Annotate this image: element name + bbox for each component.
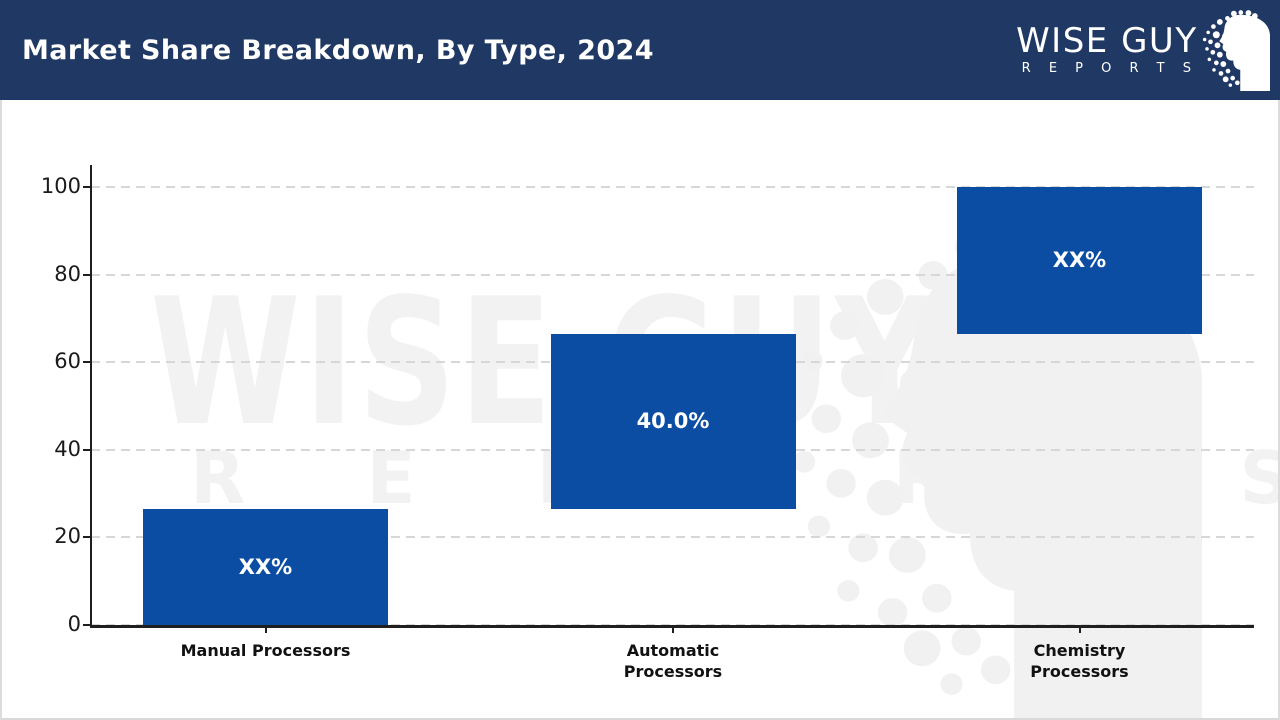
x-axis-tick bbox=[672, 625, 674, 633]
logo-wordmark: WISE GUY bbox=[1016, 20, 1198, 61]
bar-value-label: XX% bbox=[238, 554, 293, 579]
category-label-line: Automatic bbox=[626, 641, 720, 660]
y-axis-tick-label: 40 bbox=[54, 436, 81, 461]
category-label-3: Chemistry Processors bbox=[960, 640, 1200, 682]
category-label-line: Processors bbox=[623, 662, 723, 681]
y-axis-tick bbox=[83, 361, 91, 364]
gridline-100 bbox=[91, 186, 1254, 188]
gridline-20 bbox=[91, 536, 1254, 539]
x-axis-tick bbox=[264, 625, 267, 633]
category-label-line: Processors bbox=[1030, 662, 1129, 681]
gridline-80 bbox=[91, 273, 1254, 276]
y-axis-tick bbox=[83, 273, 91, 276]
brand-logo: WISE GUY R E P O R T S bbox=[1016, 9, 1270, 91]
y-axis-tick bbox=[83, 624, 91, 626]
x-axis-tick bbox=[1078, 625, 1081, 633]
category-label-line: Manual Processors bbox=[180, 641, 351, 660]
y-axis-tick bbox=[83, 536, 91, 539]
bar-3[interactable]: XX% bbox=[957, 187, 1202, 334]
page-title: Market Share Breakdown, By Type, 2024 bbox=[22, 34, 654, 66]
bar-value-label: 40.0% bbox=[636, 409, 710, 434]
category-label-2: Automatic Processors bbox=[553, 640, 793, 682]
y-axis-tick bbox=[83, 448, 91, 451]
y-axis-tick-label: 60 bbox=[54, 349, 81, 374]
category-label-1: Manual Processors bbox=[146, 640, 386, 661]
y-axis-tick-label: 100 bbox=[40, 174, 81, 198]
logo-subtitle: R E P O R T S bbox=[1021, 61, 1198, 77]
y-axis-tick-label: 20 bbox=[54, 524, 81, 549]
x-axis-line bbox=[90, 625, 1254, 628]
logo-face-icon bbox=[1202, 10, 1270, 91]
bar-2[interactable]: 40.0% bbox=[550, 333, 796, 509]
y-axis-line bbox=[90, 165, 92, 628]
header: Market Share Breakdown, By Type, 2024 WI… bbox=[0, 0, 1280, 100]
bar-1[interactable]: XX% bbox=[143, 508, 388, 625]
bar-value-label: XX% bbox=[1052, 248, 1107, 273]
category-label-line: Chemistry bbox=[1033, 641, 1126, 660]
y-axis-tick-label: 80 bbox=[54, 261, 81, 286]
y-axis-tick-label: 0 bbox=[67, 612, 81, 636]
brand-logo-text: WISE GUY R E P O R T S bbox=[1016, 20, 1198, 77]
y-axis-tick bbox=[83, 186, 91, 188]
chart-area: WISE GUY R E P O R T S 020406080100XX%40… bbox=[0, 100, 1280, 720]
